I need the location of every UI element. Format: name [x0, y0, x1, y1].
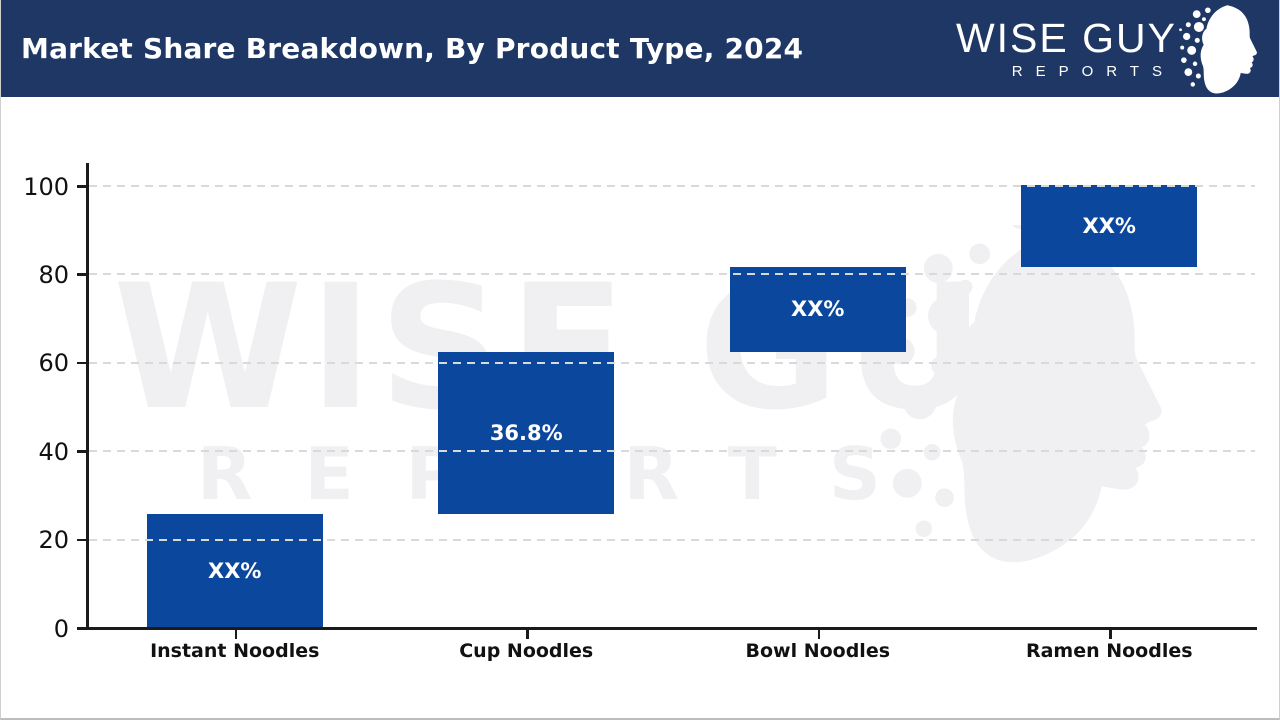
watermark-wiseguy-text: WISE GUY: [113, 247, 1122, 448]
x-tick-label: Instant Noodles: [150, 640, 320, 662]
x-tick-label: Bowl Noodles: [745, 640, 891, 662]
x-axis: [86, 627, 1257, 630]
wiseguy-head-icon: [1179, 4, 1257, 93]
y-tick-label: 100: [23, 172, 69, 201]
x-tick-mark: [526, 630, 529, 639]
grid-line: [89, 273, 1255, 276]
bar: XX%: [146, 514, 323, 627]
y-tick-mark: [77, 361, 86, 365]
bar-value-label: 36.8%: [489, 420, 563, 445]
bar: 36.8%: [438, 351, 615, 515]
page-title: Market Share Breakdown, By Product Type,…: [21, 32, 804, 65]
wiseguy-logo-text: WISE GUY REPORTS: [955, 14, 1177, 80]
wiseguy-logo: WISE GUY REPORTS: [956, 0, 1267, 97]
bar-value-label: XX%: [208, 558, 262, 583]
watermark-head-icon: [873, 225, 1162, 563]
y-tick-label: 20: [38, 526, 69, 555]
y-tick-label: 0: [53, 614, 69, 643]
x-tick-mark: [1109, 630, 1112, 639]
x-tick-label: Cup Noodles: [459, 640, 594, 662]
y-tick-mark: [77, 627, 86, 630]
y-tick-label: 40: [38, 437, 69, 466]
x-tick-mark: [817, 630, 821, 639]
grid-line: [89, 185, 1255, 187]
header-bar: Market Share Breakdown, By Product Type,…: [1, 0, 1279, 97]
bar-value-label: XX%: [1082, 214, 1136, 239]
y-tick-mark: [77, 185, 86, 188]
y-tick-mark: [77, 538, 86, 542]
y-tick-mark: [77, 450, 86, 453]
y-axis: [86, 162, 89, 630]
grid-line: [89, 450, 1255, 453]
wiseguy-logo-name: WISE GUY: [955, 14, 1177, 61]
wiseguy-logo-subtitle: REPORTS: [1011, 62, 1175, 80]
bar: XX%: [1021, 185, 1198, 268]
y-tick-label: 60: [38, 349, 69, 378]
x-tick-mark: [234, 630, 238, 639]
y-tick-label: 80: [38, 260, 69, 289]
grid-line: [89, 361, 1255, 364]
x-tick-label: Ramen Noodles: [1025, 640, 1193, 662]
bar: XX%: [729, 267, 906, 352]
bar-value-label: XX%: [791, 297, 845, 322]
y-tick-mark: [77, 273, 86, 276]
grid-line: [89, 538, 1255, 541]
